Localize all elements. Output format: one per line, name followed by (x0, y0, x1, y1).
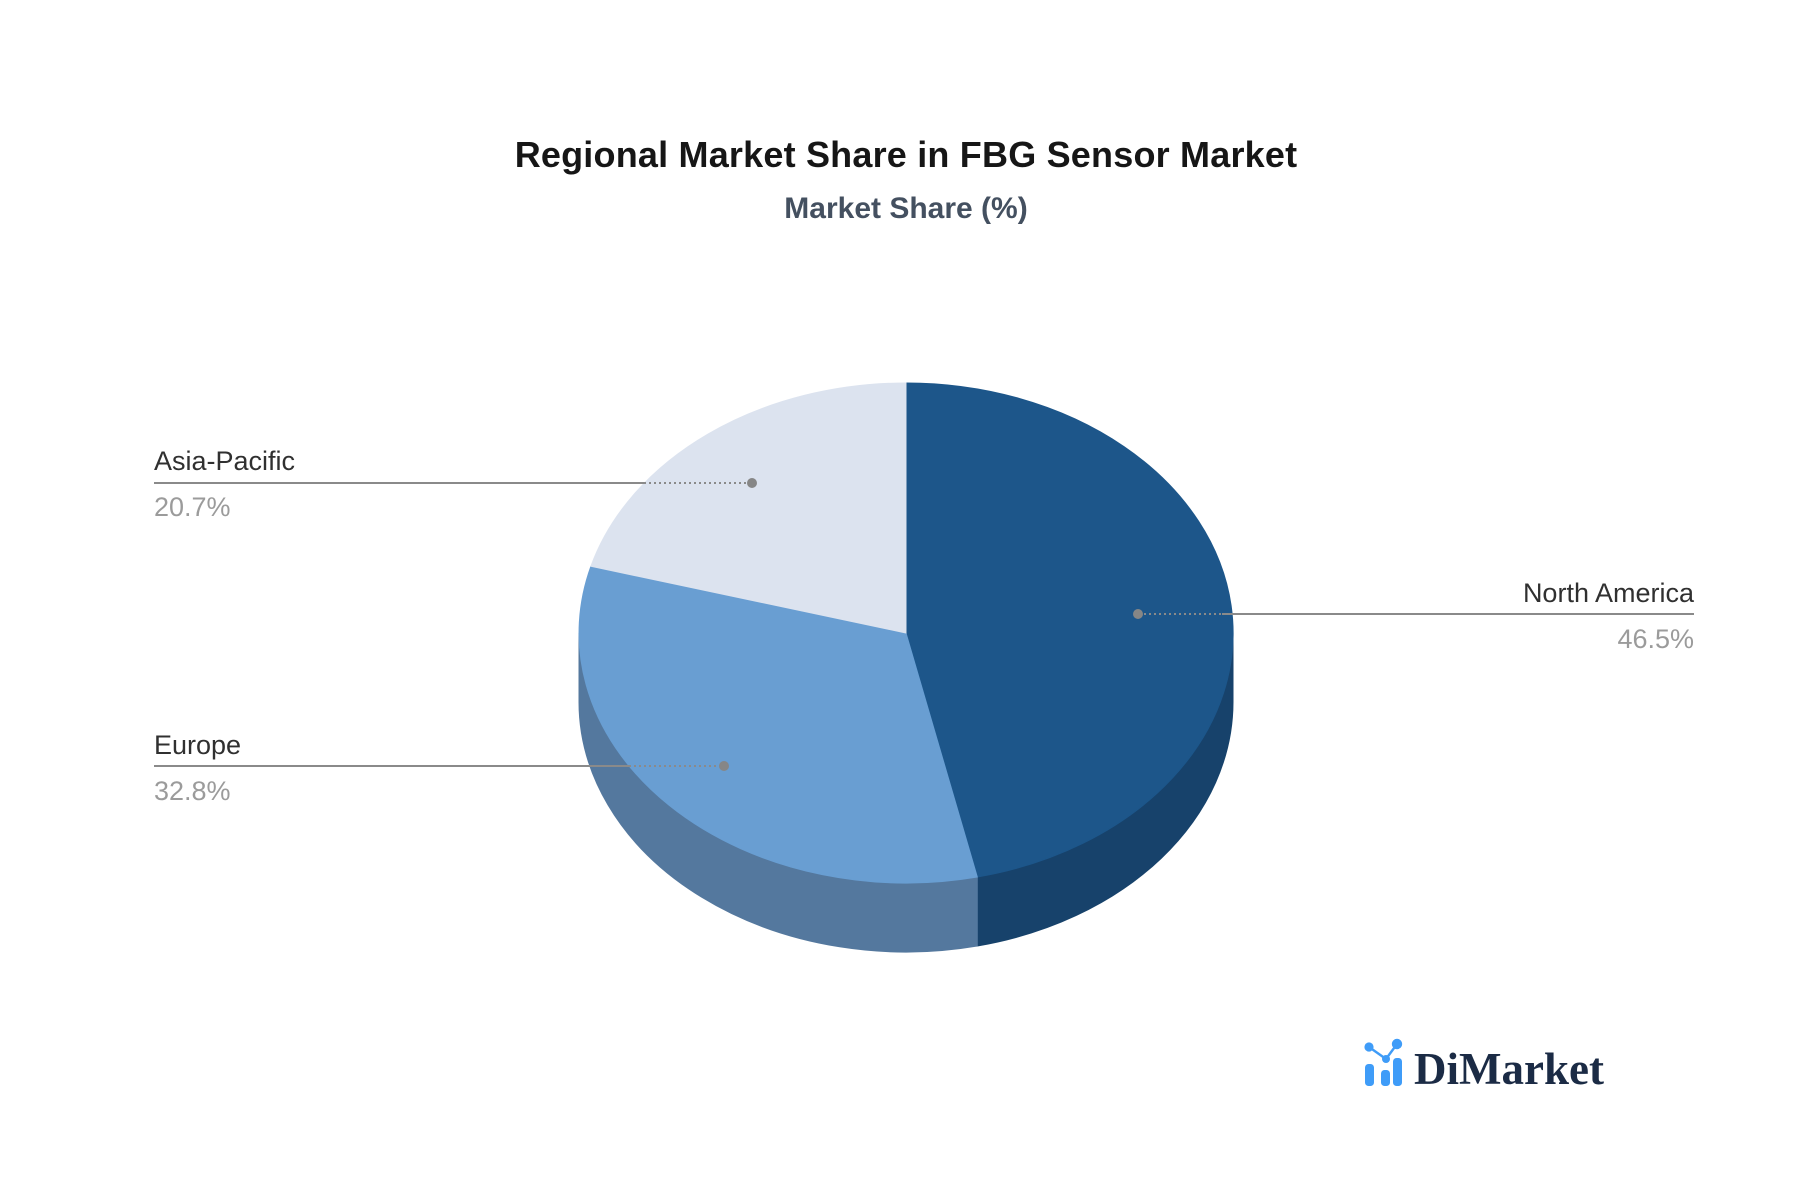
pie-slice-europe[interactable] (578, 565, 978, 884)
chart-subtitle: Market Share (%) (784, 192, 1028, 225)
bar-chart-trend-icon (1364, 1038, 1403, 1086)
logo-text: DiMarket (1414, 1044, 1604, 1094)
dimarket-logo: DiMarket (1362, 1038, 1604, 1096)
slice-percent-asia-pacific: 20.7% (154, 492, 231, 522)
slice-percent-europe: 32.8% (154, 776, 231, 806)
connector-dot-europe (719, 761, 729, 771)
slice-label-asia-pacific: Asia-Pacific (154, 446, 296, 476)
pie-slice-asia-pacific[interactable] (590, 382, 907, 634)
pie-slice-north-america[interactable] (905, 382, 1234, 878)
slice-label-north-america: North America (1522, 578, 1694, 608)
slice-label-europe: Europe (154, 730, 242, 760)
chart-title: Regional Market Share in FBG Sensor Mark… (514, 134, 1298, 175)
connector-dot-asia-pacific (747, 478, 757, 488)
connector-dot-north-america (1133, 609, 1143, 619)
slice-percent-north-america: 46.5% (1617, 624, 1694, 654)
